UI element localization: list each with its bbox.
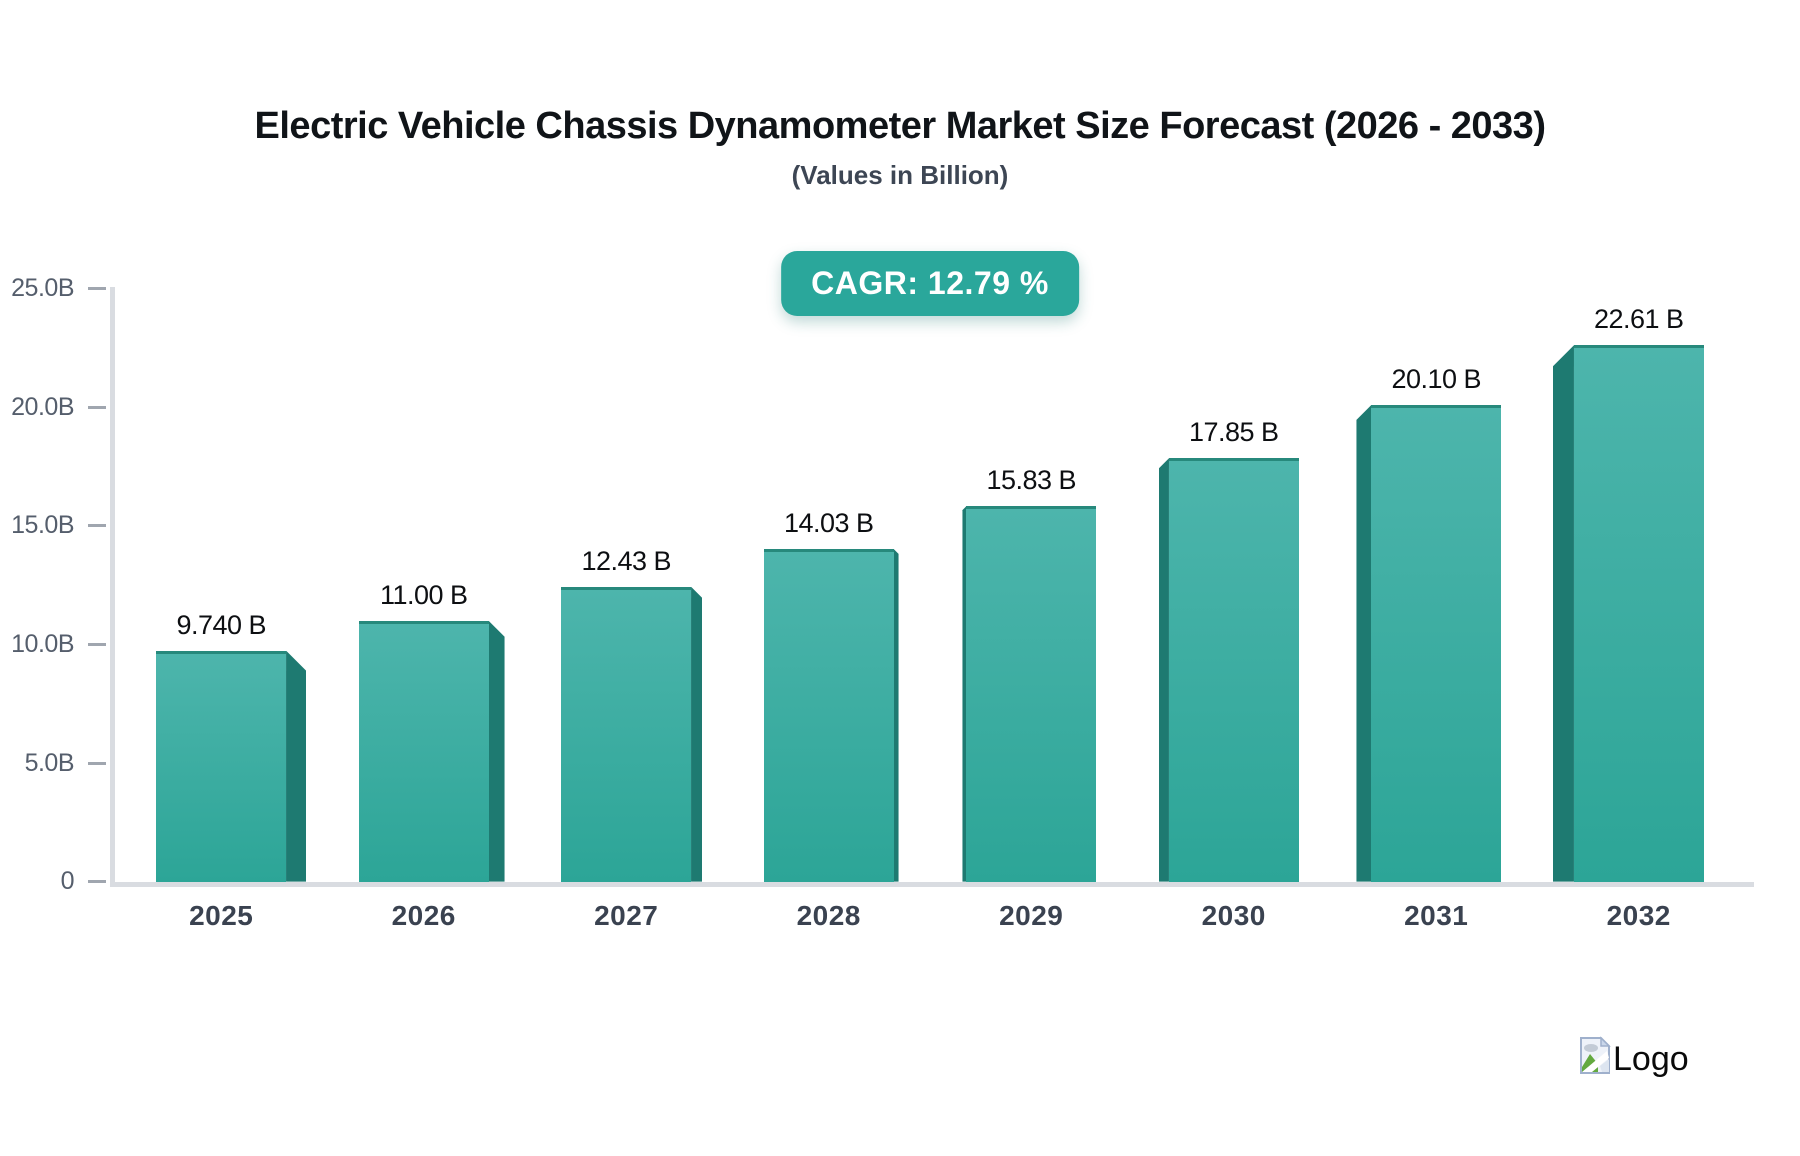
- bar: 9.740 B: [120, 610, 323, 882]
- bar-value-label: 9.740 B: [176, 609, 267, 640]
- cagr-badge: CAGR: 12.79 %: [781, 250, 1079, 316]
- y-tick-label: 0: [60, 867, 75, 896]
- y-tick: 10.0B: [0, 630, 120, 658]
- logo: Logo: [1578, 1036, 1689, 1076]
- y-tick: 5.0B: [0, 749, 120, 777]
- bar-value-label: 15.83 B: [986, 465, 1077, 496]
- y-tick: 0: [0, 867, 120, 896]
- y-tick: 15.0B: [0, 511, 120, 540]
- bar-value-label: 20.10 B: [1391, 363, 1482, 394]
- y-tick-label: 25.0B: [11, 274, 74, 303]
- bar-side: [1158, 458, 1169, 882]
- chart-subtitle: (Values in Billion): [791, 159, 1009, 190]
- bar: 14.03 B: [728, 508, 931, 882]
- x-axis-label: 2029: [999, 899, 1064, 931]
- y-tick-mark: [88, 761, 106, 765]
- y-tick-mark: [88, 642, 106, 646]
- broken-image-icon: [1578, 1036, 1612, 1076]
- bar-face: [156, 650, 287, 882]
- y-tick-label: 10.0B: [11, 629, 74, 658]
- y-tick-label: 5.0B: [24, 748, 75, 777]
- bar: 22.61 B: [1538, 304, 1741, 882]
- y-tick-mark: [88, 524, 106, 528]
- x-axis-labels: 2025 2026 2027 2028 2029 2030 2031 2032: [120, 900, 1740, 932]
- y-tick-label: 15.0B: [11, 511, 74, 540]
- bar-face: [1168, 458, 1299, 882]
- bar-value-label: 12.43 B: [581, 545, 672, 576]
- bar: 17.85 B: [1133, 417, 1336, 882]
- y-tick-mark: [88, 880, 106, 884]
- x-axis-label: 2032: [1606, 899, 1671, 931]
- cagr-badge-label: CAGR: 12.79 %: [811, 264, 1049, 301]
- bar-value-label: 22.61 B: [1593, 304, 1684, 335]
- bar-side: [286, 650, 307, 882]
- bar-slot: 14.03 B: [728, 289, 931, 882]
- bar-side: [691, 586, 703, 882]
- x-axis-label: 2028: [796, 899, 861, 931]
- bar-face: [763, 548, 894, 882]
- bar-face: [1371, 404, 1502, 882]
- bar-side: [962, 506, 967, 882]
- bar: 20.10 B: [1335, 364, 1538, 882]
- bars: 9.740 B 11.00 B 12.43 B 14.03 B 15.83 B 17.85…: [120, 289, 1740, 882]
- x-axis-label: 2027: [594, 899, 659, 931]
- bar-slot: 9.740 B: [120, 289, 323, 882]
- x-axis-label: 2025: [189, 899, 254, 931]
- bar-side: [1356, 404, 1372, 882]
- x-axis-label: 2030: [1201, 899, 1266, 931]
- y-tick-label: 20.0B: [11, 392, 74, 421]
- bar-side: [1552, 345, 1574, 882]
- bar-slot: 11.00 B: [323, 289, 526, 882]
- bar-slot: 17.85 B: [1133, 289, 1336, 882]
- bar-slot: 15.83 B: [930, 289, 1133, 882]
- bar-face: [561, 586, 692, 882]
- bar-slot: 12.43 B: [525, 289, 728, 882]
- x-axis-label: 2031: [1404, 899, 1469, 931]
- bar-slot: 22.61 B: [1538, 289, 1741, 882]
- chart-title: Electric Vehicle Chassis Dynamometer Mar…: [254, 105, 1546, 147]
- y-tick: 25.0B: [0, 274, 120, 303]
- bar-face: [966, 506, 1097, 882]
- bar: 11.00 B: [323, 580, 526, 882]
- y-tick-mark: [88, 405, 106, 409]
- x-axis-label: 2026: [391, 899, 456, 931]
- bar: 12.43 B: [525, 546, 728, 882]
- bar-face: [358, 620, 489, 882]
- logo-label: Logo: [1613, 1040, 1689, 1078]
- bar-side: [893, 548, 899, 882]
- y-tick: 20.0B: [0, 393, 120, 421]
- bar-slot: 20.10 B: [1335, 289, 1538, 882]
- chart-area: CAGR: 12.79 % 0 5.0B 10.0B 15.0B 20.0B 25.0B …: [11, 250, 1754, 895]
- bar-value-label: 11.00 B: [379, 579, 468, 610]
- bar: 15.83 B: [930, 465, 1133, 882]
- bar-value-label: 17.85 B: [1188, 417, 1279, 448]
- bar-face: [1573, 345, 1704, 882]
- bar-value-label: 14.03 B: [783, 507, 874, 538]
- bar-side: [488, 620, 505, 882]
- y-tick-mark: [88, 287, 106, 291]
